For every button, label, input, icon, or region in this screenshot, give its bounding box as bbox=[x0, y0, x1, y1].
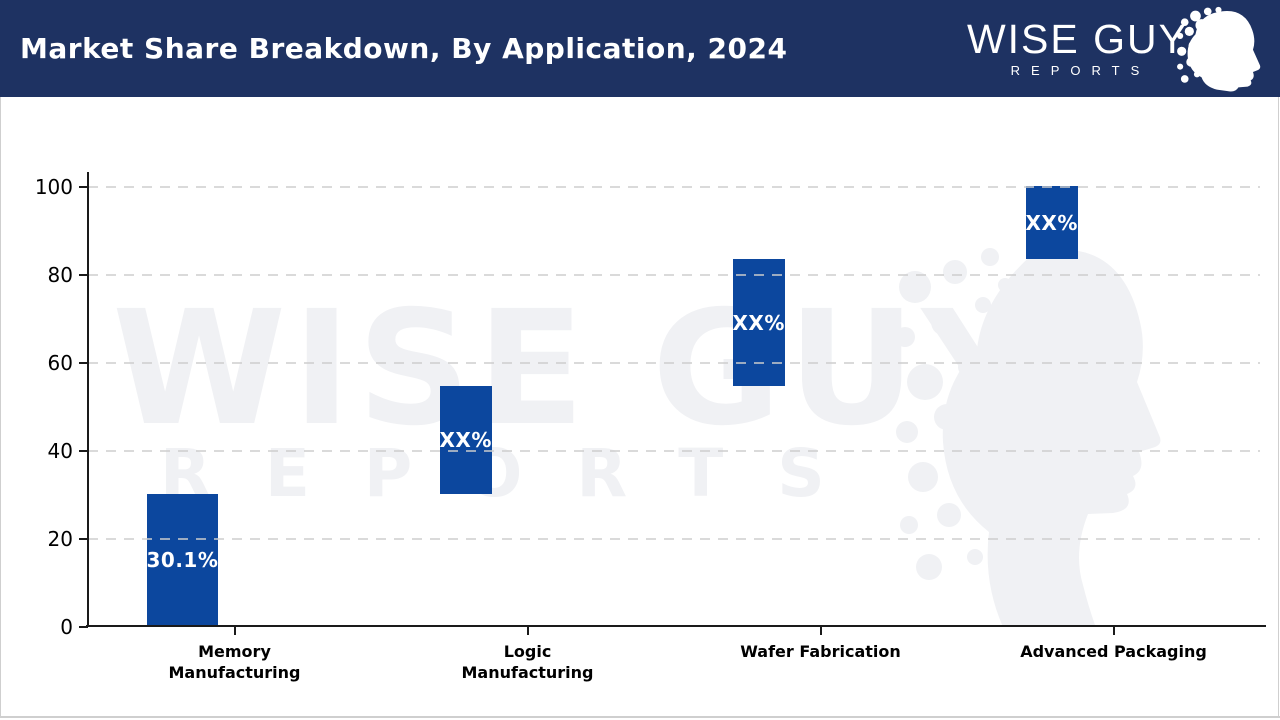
y-tick-0 bbox=[79, 626, 88, 628]
gridline-y-20 bbox=[88, 538, 1260, 540]
brand-name: WISE GUY bbox=[966, 16, 1188, 62]
bar-1[interactable]: 30.1% bbox=[146, 493, 219, 626]
category-label-2: Logic Manufacturing bbox=[381, 641, 674, 683]
page-border-bottom bbox=[0, 716, 1280, 718]
category-label-line: Wafer Fabrication bbox=[740, 642, 901, 661]
gridline-y-60 bbox=[88, 362, 1260, 364]
page-title: Market Share Breakdown, By Application, … bbox=[20, 32, 788, 65]
brand-logo-text: WISE GUY REPORTS bbox=[966, 16, 1188, 79]
category-label-line: Manufacturing bbox=[461, 663, 594, 682]
brand-logo: WISE GUY REPORTS bbox=[967, 6, 1280, 92]
y-tick-80 bbox=[79, 274, 88, 276]
category-label-line: Logic bbox=[503, 642, 552, 661]
plot-area: 0 20 40 60 80 100 30.1% Memory Manufacturing XX% L… bbox=[35, 172, 1266, 682]
y-tick-100 bbox=[79, 186, 88, 188]
bar-2[interactable]: XX% bbox=[439, 386, 492, 494]
bar-value-label-1: 30.1% bbox=[146, 547, 219, 572]
watermark-head-icon bbox=[895, 248, 1161, 627]
x-axis-line bbox=[86, 625, 1266, 627]
y-axis-line bbox=[87, 172, 89, 627]
gridline-y-40 bbox=[88, 450, 1260, 452]
bar-4[interactable]: XX% bbox=[1025, 186, 1078, 260]
bar-3[interactable]: XX% bbox=[732, 259, 785, 387]
watermark-text-secondary: REPORTS bbox=[160, 435, 879, 512]
bar-value-label-2: XX% bbox=[439, 427, 492, 452]
brand-subtitle: REPORTS bbox=[1010, 63, 1151, 78]
y-tick-label-100: 100 bbox=[34, 175, 73, 199]
header-banner: Market Share Breakdown, By Application, … bbox=[0, 0, 1280, 97]
bar-value-label-4: XX% bbox=[1025, 210, 1078, 235]
bar-value-label-3: XX% bbox=[732, 310, 785, 335]
category-label-line: Memory bbox=[198, 642, 271, 661]
category-label-4: Advanced Packaging bbox=[967, 641, 1260, 662]
category-label-line: Advanced Packaging bbox=[1020, 642, 1207, 661]
y-tick-20 bbox=[79, 538, 88, 540]
y-tick-label-20: 20 bbox=[47, 527, 73, 551]
page-border-right bbox=[1278, 97, 1279, 717]
chart-canvas: WISE GUY REPORTS 0 20 40 60 80 100 30.1% Memory… bbox=[0, 97, 1280, 720]
x-tick-3 bbox=[819, 627, 822, 635]
page-border-left bbox=[0, 97, 1, 717]
x-tick-1 bbox=[233, 627, 236, 635]
category-label-3: Wafer Fabrication bbox=[674, 641, 967, 662]
category-label-1: Memory Manufacturing bbox=[88, 641, 381, 683]
gridline-y-100 bbox=[88, 186, 1260, 188]
y-tick-40 bbox=[79, 450, 88, 452]
y-tick-label-0: 0 bbox=[60, 615, 73, 639]
gridline-y-80 bbox=[88, 274, 1260, 276]
y-tick-60 bbox=[79, 362, 88, 364]
x-tick-4 bbox=[1112, 627, 1115, 635]
watermark-text-primary: WISE GUY bbox=[112, 277, 1043, 461]
y-tick-label-40: 40 bbox=[47, 439, 73, 463]
y-tick-label-60: 60 bbox=[47, 351, 73, 375]
x-tick-2 bbox=[526, 627, 529, 635]
y-tick-label-80: 80 bbox=[47, 263, 73, 287]
category-label-line: Manufacturing bbox=[168, 663, 301, 682]
brand-head-icon bbox=[1177, 6, 1261, 92]
